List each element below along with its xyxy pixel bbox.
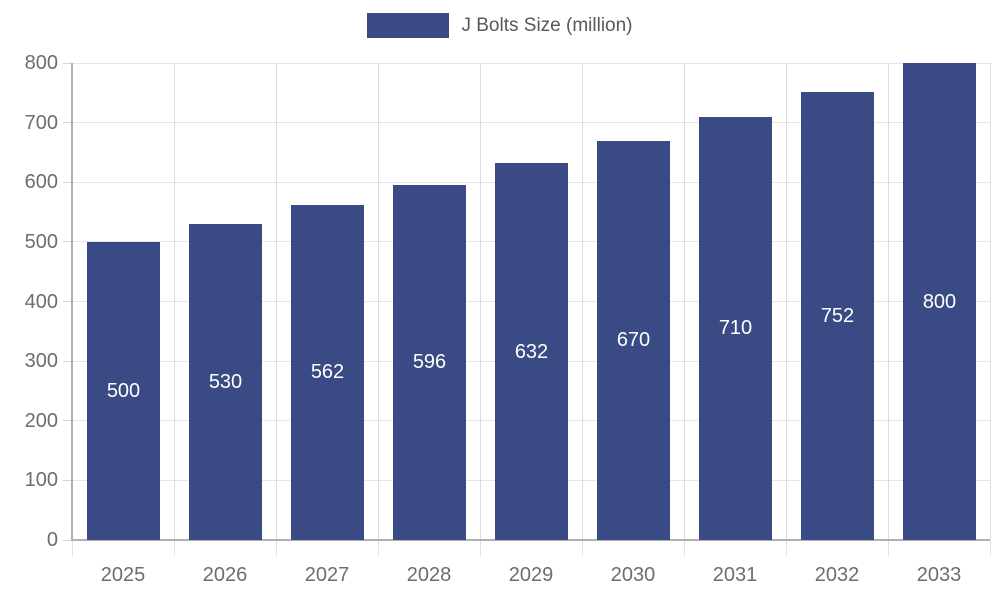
bar-value-label: 596 <box>412 351 447 373</box>
bar-value-label: 632 <box>514 341 549 363</box>
legend-swatch-icon <box>367 13 450 38</box>
x-axis-tick <box>377 541 379 556</box>
y-axis-tick-label: 300 <box>24 350 58 373</box>
bar-2029[interactable] <box>495 163 568 540</box>
gridline-vertical <box>683 63 685 540</box>
y-axis-tick-label: 600 <box>24 171 58 194</box>
x-axis-tick-label: 2029 <box>508 564 554 586</box>
x-axis-tick-label: 2030 <box>610 564 656 586</box>
bar-value-label: 752 <box>820 305 855 327</box>
gridline-vertical <box>989 63 991 540</box>
y-axis-tick-label: 0 <box>46 529 58 551</box>
x-axis-tick-label: 2033 <box>916 564 962 586</box>
y-axis-tick-label: 100 <box>24 469 58 492</box>
bar-value-label: 710 <box>718 317 753 339</box>
x-axis-tick-label: 2026 <box>202 564 248 586</box>
legend-label: J Bolts Size (million) <box>461 15 633 36</box>
x-axis-tick <box>581 541 583 556</box>
x-axis-tick-label: 2031 <box>712 564 758 586</box>
x-axis-tick-label: 2027 <box>304 564 350 586</box>
bar-value-label: 800 <box>922 291 957 313</box>
bar-value-label: 562 <box>310 361 345 383</box>
bar-value-label: 500 <box>106 380 141 402</box>
x-axis-tick <box>71 541 73 556</box>
x-axis-tick-label: 2032 <box>814 564 860 586</box>
x-axis-tick <box>989 541 991 556</box>
legend[interactable]: J Bolts Size (million) <box>0 13 1000 38</box>
bar-2027[interactable] <box>291 204 364 540</box>
bar-2032[interactable] <box>801 91 874 540</box>
bar-2030[interactable] <box>597 140 670 540</box>
bar-2025[interactable] <box>87 241 160 540</box>
x-axis-line <box>71 539 990 541</box>
x-axis-tick <box>479 541 481 556</box>
x-axis-tick <box>275 541 277 556</box>
bar-value-label: 530 <box>208 371 243 393</box>
y-axis-line <box>71 63 73 540</box>
bar-2028[interactable] <box>393 184 466 540</box>
x-axis-tick-label: 2025 <box>100 564 146 586</box>
gridline-vertical <box>275 63 277 540</box>
bar-2031[interactable] <box>699 116 772 540</box>
x-axis-tick <box>785 541 787 556</box>
gridline-vertical <box>785 63 787 540</box>
y-axis-tick-label: 400 <box>24 290 58 313</box>
y-axis-tick-label: 800 <box>24 52 58 74</box>
x-axis-tick <box>683 541 685 556</box>
x-axis-tick-label: 2028 <box>406 564 452 586</box>
bar-2026[interactable] <box>189 223 262 540</box>
gridline-vertical <box>479 63 481 540</box>
x-axis-tick <box>173 541 175 556</box>
gridline-vertical <box>887 63 889 540</box>
gridline-vertical <box>173 63 175 540</box>
bar-value-label: 670 <box>616 329 651 351</box>
bar-2033[interactable] <box>903 63 976 540</box>
gridline-vertical <box>581 63 583 540</box>
gridline-horizontal <box>72 62 990 64</box>
y-axis-tick-label: 500 <box>24 230 58 253</box>
y-axis-tick-label: 200 <box>24 409 58 432</box>
x-axis-tick <box>887 541 889 556</box>
y-axis-tick-label: 700 <box>24 111 58 134</box>
gridline-vertical <box>377 63 379 540</box>
